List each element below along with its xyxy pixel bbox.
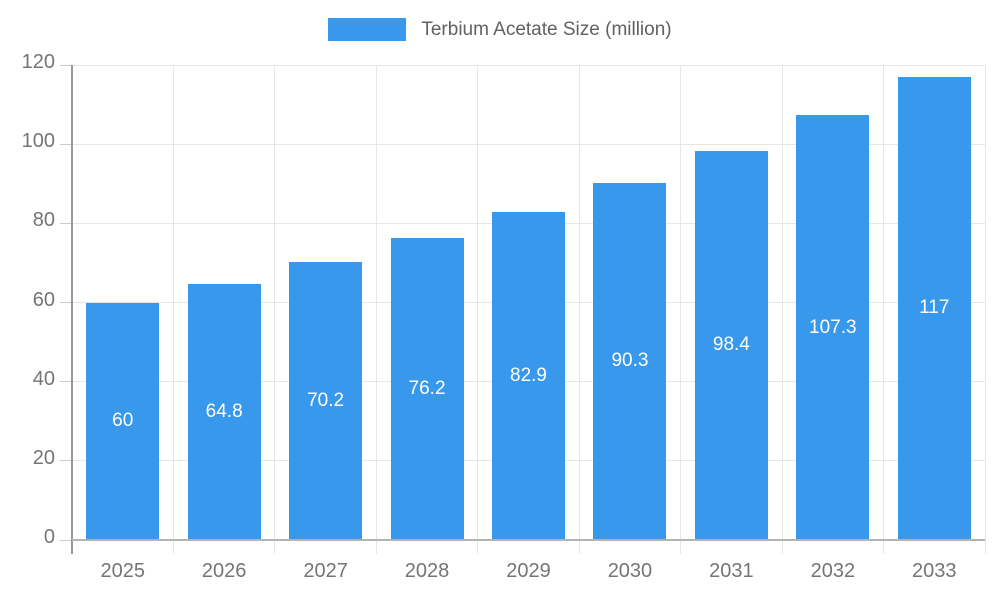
x-tick-label: 2029: [506, 560, 551, 582]
x-tick-label: 2030: [607, 560, 653, 582]
x-tick-label: 2026: [201, 560, 247, 582]
legend-label: Terbium Acetate Size (million): [421, 19, 672, 40]
y-axis-tick: [60, 381, 72, 383]
bar-2026[interactable]: 64.8: [187, 283, 261, 540]
y-axis-tick: [60, 143, 72, 145]
bar-value-label: 90.3: [611, 350, 649, 372]
bar-2031[interactable]: 98.4: [694, 150, 768, 540]
y-tick-label: 80: [32, 209, 55, 232]
bar-value-label: 76.2: [408, 378, 446, 400]
x-tick-label: 2025: [100, 560, 145, 582]
bar-value-label: 70.2: [307, 390, 345, 412]
bar-value-label: 60: [112, 410, 134, 432]
x-gridline: [578, 65, 580, 554]
x-gridline: [984, 65, 986, 554]
bar-2030[interactable]: 90.3: [593, 182, 667, 540]
y-axis-tick: [60, 222, 72, 224]
y-tick-label: 100: [21, 130, 55, 153]
y-tick-label: 0: [43, 526, 55, 548]
y-axis-tick: [60, 302, 72, 303]
x-gridline: [883, 65, 885, 554]
y-axis-tick: [60, 460, 72, 462]
y-tick-label: 40: [32, 367, 55, 390]
x-tick-label: 2031: [709, 560, 754, 582]
y-tick-label: 20: [32, 446, 55, 469]
y-tick-label: 60: [32, 288, 55, 311]
bar-value-label: 117: [919, 297, 950, 319]
bar-2027[interactable]: 70.2: [289, 262, 363, 540]
x-tick-label: 2028: [404, 560, 450, 582]
x-gridline: [680, 65, 682, 554]
x-axis-line: [72, 539, 985, 541]
y-axis-line: [71, 65, 73, 554]
bar-2028[interactable]: 76.2: [390, 238, 464, 540]
y-gridline: [72, 64, 985, 66]
legend-swatch-icon: [328, 18, 407, 41]
bar-value-label: 107.3: [809, 316, 857, 338]
bar-value-label: 82.9: [510, 364, 547, 386]
x-gridline: [274, 65, 276, 554]
x-gridline: [477, 65, 479, 554]
y-gridline: [72, 143, 985, 145]
bar-2025[interactable]: 60: [86, 302, 160, 540]
chart-legend[interactable]: Terbium Acetate Size (million): [0, 18, 1000, 41]
x-gridline: [781, 65, 783, 554]
x-tick-label: 2032: [810, 560, 856, 582]
bar-2032[interactable]: 107.3: [796, 115, 870, 540]
bar-value-label: 98.4: [712, 334, 750, 356]
x-tick-label: 2033: [912, 560, 957, 582]
y-tick-label: 120: [21, 51, 55, 73]
x-gridline: [375, 65, 377, 554]
bar-2033[interactable]: 117: [897, 76, 971, 540]
x-gridline: [172, 65, 174, 554]
x-tick-label: 2027: [303, 560, 348, 582]
bar-value-label: 64.8: [205, 400, 243, 422]
y-axis-tick: [60, 539, 72, 541]
bar-2029[interactable]: 82.9: [492, 211, 565, 540]
y-axis-tick: [60, 64, 72, 66]
